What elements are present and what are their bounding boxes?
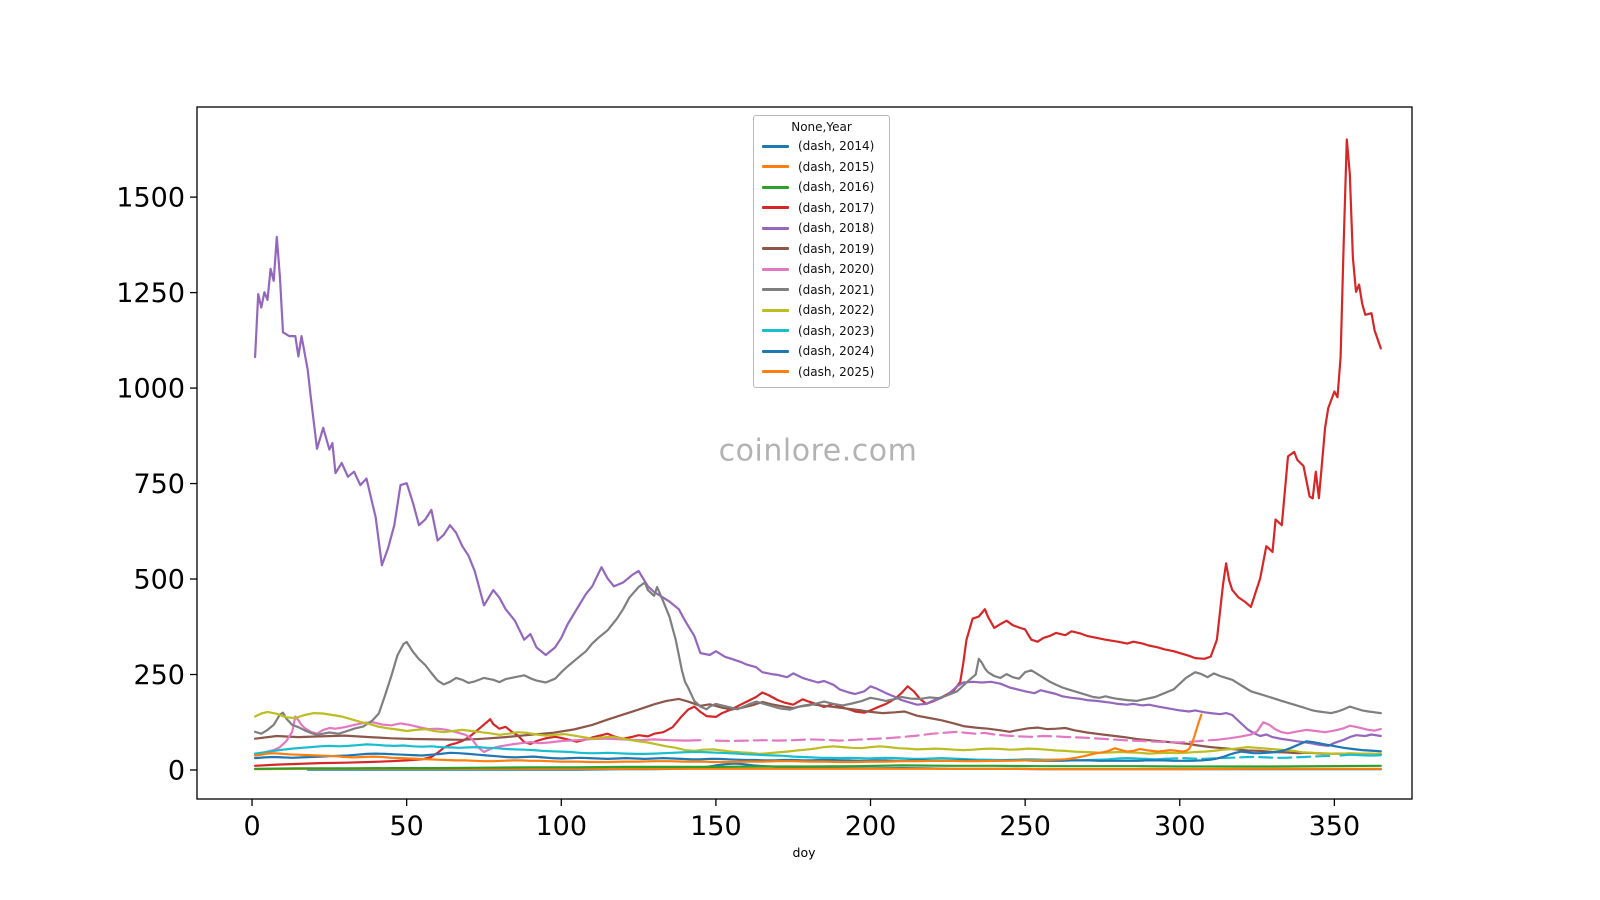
x-axis-title: doy (792, 845, 816, 860)
y-tick-label: 1000 (116, 374, 185, 405)
legend-swatch-dash-2023 (762, 329, 789, 333)
legend-label-dash-2023: (dash, 2023) (798, 323, 875, 338)
legend-item-dash-2019: (dash, 2019) (759, 239, 884, 260)
x-tick-label: 350 (1309, 811, 1361, 842)
legend-item-dash-2023: (dash, 2023) (759, 321, 884, 342)
legend-swatch-dash-2020 (762, 267, 789, 271)
legend-item-dash-2024: (dash, 2024) (759, 341, 884, 362)
line-dash-2019 (254, 697, 1382, 756)
legend-swatch-dash-2016 (762, 185, 789, 189)
legend-item-dash-2016: (dash, 2016) (759, 177, 884, 198)
line-dash-2022 (254, 710, 1382, 755)
line-dash-2023 (1163, 754, 1333, 760)
line-dash-2020 (1215, 721, 1382, 741)
legend-item-dash-2022: (dash, 2022) (759, 300, 884, 321)
x-tick-label: 300 (1154, 811, 1206, 842)
legend-swatch-dash-2015 (762, 165, 789, 169)
legend: None,Year (dash, 2014) (dash, 2015) (dash,… (753, 115, 890, 388)
y-tick-label: 0 (168, 755, 185, 786)
legend-item-dash-2020: (dash, 2020) (759, 259, 884, 280)
legend-item-dash-2025: (dash, 2025) (759, 362, 884, 383)
line-dash-2020 (714, 730, 1218, 744)
x-tick-label: 250 (999, 811, 1051, 842)
y-tick-label: 750 (133, 469, 185, 500)
line-dash-2023 (1339, 753, 1382, 757)
legend-label-dash-2019: (dash, 2019) (798, 241, 875, 256)
legend-item-dash-2021: (dash, 2021) (759, 280, 884, 301)
legend-swatch-dash-2017 (762, 206, 789, 210)
x-tick-label: 200 (845, 811, 897, 842)
line-dash-2016 (254, 764, 1382, 770)
legend-label-dash-2015: (dash, 2015) (798, 159, 875, 174)
legend-swatch-dash-2018 (762, 226, 789, 230)
legend-swatch-dash-2021 (762, 288, 789, 292)
y-tick-label: 500 (133, 565, 185, 596)
legend-item-dash-2018: (dash, 2018) (759, 218, 884, 239)
legend-title: None,Year (791, 120, 852, 134)
legend-label-dash-2014: (dash, 2014) (798, 139, 875, 154)
legend-swatch-dash-2022 (762, 308, 789, 312)
watermark: coinlore.com (718, 433, 918, 469)
y-tick-label: 1500 (116, 183, 185, 214)
x-tick-label: 100 (536, 811, 588, 842)
legend-label-dash-2025: (dash, 2025) (798, 364, 875, 379)
x-tick-label: 50 (389, 811, 423, 842)
line-dash-2018 (254, 235, 1382, 747)
legend-item-dash-2014: (dash, 2014) (759, 136, 884, 157)
x-tick-label: 150 (690, 811, 742, 842)
legend-items: (dash, 2014) (dash, 2015) (dash, 2016) (das… (759, 136, 884, 382)
y-tick-label: 250 (133, 660, 185, 691)
legend-item-dash-2015: (dash, 2015) (759, 157, 884, 178)
legend-label-dash-2018: (dash, 2018) (798, 221, 875, 236)
y-tick-label: 1250 (116, 278, 185, 309)
legend-item-dash-2017: (dash, 2017) (759, 198, 884, 219)
x-tick-label: 0 (243, 811, 260, 842)
line-dash-2021 (254, 581, 1382, 736)
legend-label-dash-2016: (dash, 2016) (798, 180, 875, 195)
legend-swatch-dash-2014 (762, 144, 789, 148)
legend-swatch-dash-2024 (762, 349, 789, 353)
legend-swatch-dash-2019 (762, 247, 789, 251)
legend-label-dash-2020: (dash, 2020) (798, 262, 875, 277)
legend-label-dash-2017: (dash, 2017) (798, 200, 875, 215)
legend-label-dash-2024: (dash, 2024) (798, 344, 875, 359)
legend-swatch-dash-2025 (762, 370, 789, 374)
plot-area-border (196, 106, 1413, 800)
legend-label-dash-2021: (dash, 2021) (798, 282, 875, 297)
legend-label-dash-2022: (dash, 2022) (798, 303, 875, 318)
line-dash-2025 (254, 713, 1203, 764)
